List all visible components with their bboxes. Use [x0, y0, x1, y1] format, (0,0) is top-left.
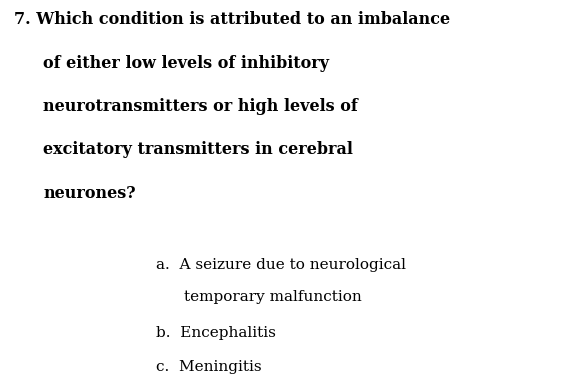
Text: temporary malfunction: temporary malfunction: [184, 290, 362, 304]
Text: neurones?: neurones?: [43, 185, 136, 202]
Text: a.  A seizure due to neurological: a. A seizure due to neurological: [156, 258, 406, 272]
Text: b.  Encephalitis: b. Encephalitis: [156, 326, 275, 340]
Text: of either low levels of inhibitory: of either low levels of inhibitory: [43, 55, 329, 72]
Text: neurotransmitters or high levels of: neurotransmitters or high levels of: [43, 98, 358, 115]
Text: 7. Which condition is attributed to an imbalance: 7. Which condition is attributed to an i…: [14, 11, 450, 28]
Text: excitatory transmitters in cerebral: excitatory transmitters in cerebral: [43, 141, 353, 158]
Text: c.  Meningitis: c. Meningitis: [156, 360, 261, 374]
